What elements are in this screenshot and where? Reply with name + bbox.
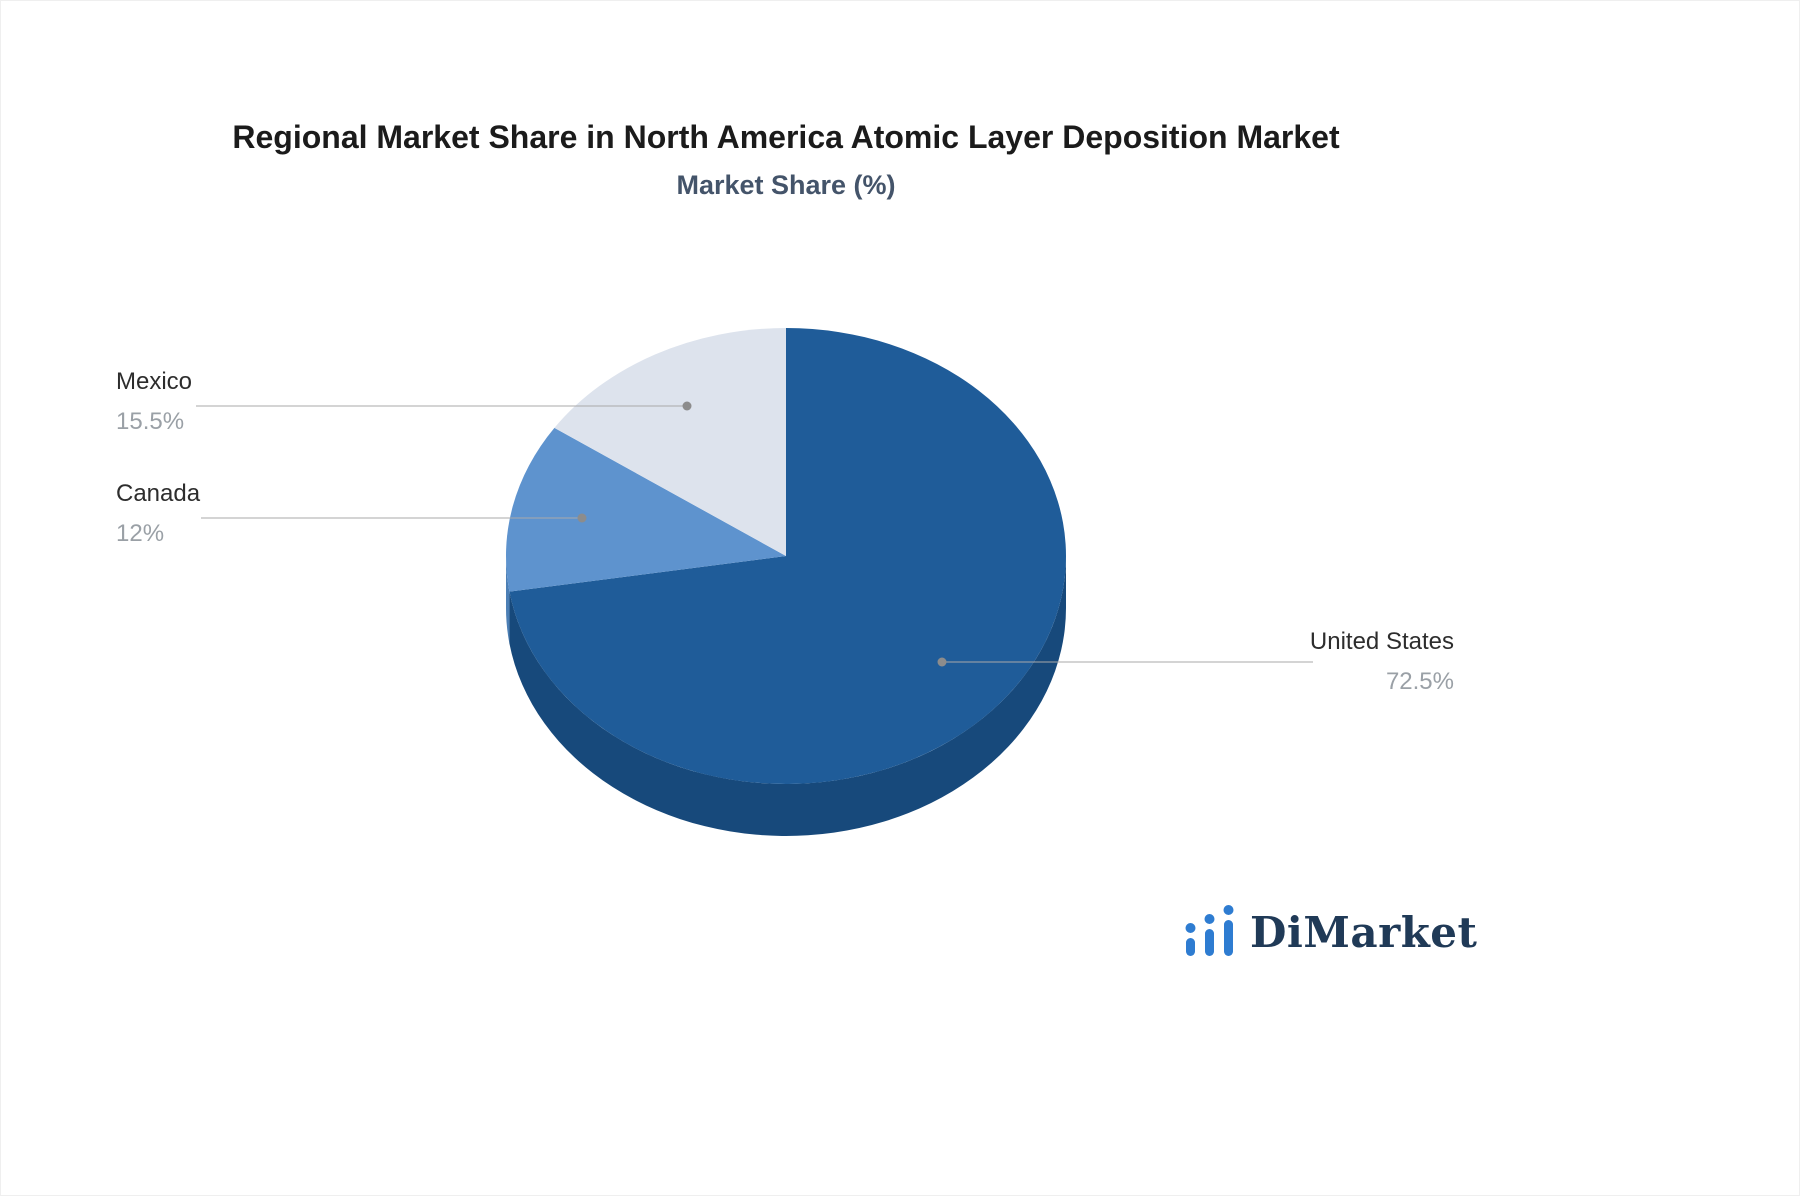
slice-label-mexico: Mexico (116, 368, 193, 395)
logo-bar-short (1186, 938, 1195, 956)
leader-dot-canada (577, 513, 587, 523)
brand-logo: DiMarket (1184, 904, 1477, 960)
slice-value-canada: 12% (116, 520, 165, 547)
slice-label-united-states: United States (1309, 628, 1454, 655)
callout-canada: Canada 12% (116, 479, 200, 549)
pie-slice-united-states[interactable] (509, 328, 1066, 784)
pie-slice-canada[interactable] (506, 427, 786, 592)
pie-side-united-states (509, 556, 1066, 836)
leader-dot-mexico (682, 401, 692, 411)
callout-united-states: United States 72.5% (1310, 627, 1454, 697)
logo-bar-medium (1205, 929, 1214, 956)
logo-dot-3 (1223, 905, 1234, 915)
logo-bar-tall (1224, 920, 1233, 956)
dimarket-logo-icon (1185, 905, 1234, 956)
brand-name: DiMarket (1250, 907, 1478, 957)
logo-dot-1 (1185, 923, 1196, 933)
chart-title: Regional Market Share in North America A… (232, 119, 1340, 155)
slice-value-united-states: 72.5% (1385, 668, 1454, 695)
slice-label-canada: Canada (116, 480, 201, 507)
slice-value-mexico: 15.5% (116, 408, 185, 435)
pie-side-canada (506, 556, 510, 644)
leader-dot-united-states (937, 657, 947, 667)
pie-slice-mexico[interactable] (554, 328, 786, 556)
logo-dot-2 (1204, 914, 1215, 924)
chart-subtitle: Market Share (%) (676, 170, 896, 200)
callout-mexico: Mexico 15.5% (116, 367, 192, 437)
